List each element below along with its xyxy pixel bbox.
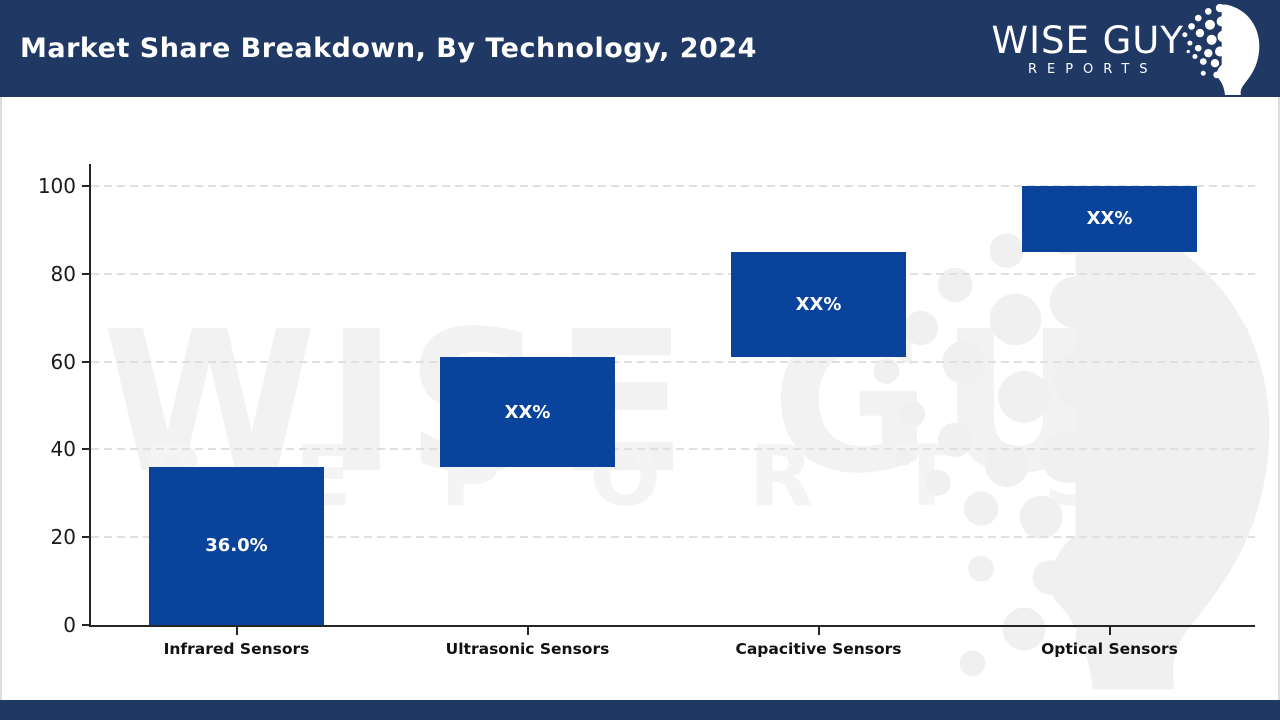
gridline-100: [91, 185, 1255, 187]
x-tick-mark: [1108, 627, 1111, 635]
watermark-face-icon: [873, 211, 1270, 690]
bar-infrared-sensors: 36.0%: [149, 466, 324, 625]
bar-value-label: XX%: [1086, 208, 1133, 230]
y-tick-label: 0: [63, 613, 76, 637]
x-category-label: Optical Sensors: [1041, 640, 1178, 658]
logo-face-icon: [1182, 3, 1260, 95]
footer-bar: [0, 700, 1280, 720]
x-category-label: Capacitive Sensors: [735, 640, 902, 658]
bar-capacitive-sensors: XX%: [731, 251, 906, 358]
y-tick-mark: [82, 185, 90, 187]
x-category-label: Ultrasonic Sensors: [445, 640, 610, 658]
y-tick-mark: [82, 360, 90, 363]
x-tick-mark: [817, 627, 820, 635]
bar-optical-sensors: XX%: [1022, 186, 1197, 252]
x-axis-line: [89, 625, 1255, 627]
y-tick-label: 80: [50, 261, 76, 286]
gridline-20: [91, 536, 1255, 539]
page-title: Market Share Breakdown, By Technology, 2…: [20, 33, 757, 64]
y-tick-label: 40: [50, 437, 76, 462]
gridline-40: [91, 448, 1255, 451]
x-tick-mark: [526, 627, 529, 635]
gridline-80: [91, 272, 1255, 275]
y-tick-label: 100: [37, 174, 76, 198]
chart-area: WISE GUY REPORTS 0 20 40 60 80 100 36.0% Infrar…: [0, 97, 1280, 700]
bar-value-label: XX%: [795, 294, 842, 316]
logo-wordmark: WISE GUY REPORTS: [992, 22, 1184, 76]
bar-ultrasonic-sensors: XX%: [440, 357, 615, 467]
gridline-60: [91, 360, 1255, 363]
y-tick-mark: [82, 272, 90, 275]
logo-wordmark-main: WISE GUY: [991, 18, 1184, 62]
y-axis-line: [89, 164, 91, 627]
y-tick-mark: [82, 448, 90, 451]
y-tick-mark: [82, 624, 90, 626]
wiseguy-logo: WISE GUY REPORTS: [992, 3, 1266, 95]
x-tick-mark: [235, 627, 238, 635]
logo-wordmark-sub: REPORTS: [1027, 61, 1158, 77]
x-category-label: Infrared Sensors: [163, 640, 310, 658]
header-bar: Market Share Breakdown, By Technology, 2…: [0, 0, 1280, 97]
bar-value-label: XX%: [504, 401, 551, 423]
y-tick-label: 20: [50, 525, 76, 550]
y-tick-label: 60: [50, 349, 76, 374]
bar-value-label: 36.0%: [205, 535, 268, 557]
y-tick-mark: [82, 536, 90, 539]
